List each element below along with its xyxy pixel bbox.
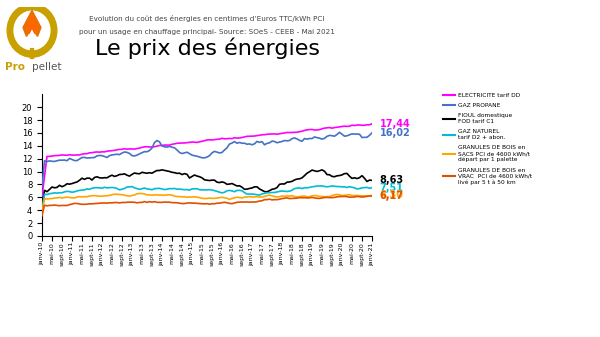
Text: 6,30: 6,30	[380, 190, 404, 201]
Text: 16,02: 16,02	[380, 128, 410, 138]
Text: pour un usage en chauffage principal- Source: SOeS - CEEB - Mai 2021: pour un usage en chauffage principal- So…	[79, 29, 335, 35]
Title: Le prix des énergies: Le prix des énergies	[95, 38, 320, 59]
Text: pellet: pellet	[32, 62, 61, 72]
Polygon shape	[23, 10, 41, 36]
Circle shape	[7, 4, 57, 57]
Text: Evolution du coût des énergies en centimes d’Euros TTC/kWh PCI: Evolution du coût des énergies en centim…	[89, 15, 325, 22]
Text: 8,63: 8,63	[380, 175, 404, 185]
Circle shape	[14, 11, 50, 50]
Text: 7,51: 7,51	[380, 183, 404, 192]
Legend: ELECTRICITE tarif DD, GAZ PROPANE, FIOUL domestique
FOD tarif C1, GAZ NATUREL
ta: ELECTRICITE tarif DD, GAZ PROPANE, FIOUL…	[441, 90, 534, 187]
Text: 17,44: 17,44	[380, 119, 410, 129]
Text: 6,17: 6,17	[380, 191, 404, 201]
Polygon shape	[26, 14, 37, 33]
Text: Pro: Pro	[5, 62, 25, 72]
